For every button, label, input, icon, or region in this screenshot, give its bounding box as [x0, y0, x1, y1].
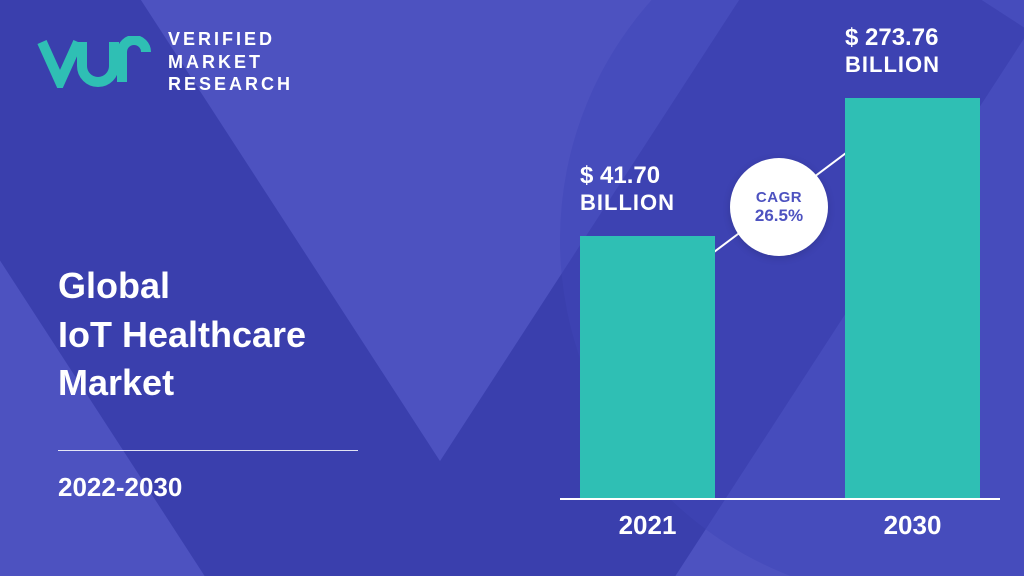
title-line1: Global	[58, 265, 170, 306]
bar-unit-2021: BILLION	[580, 190, 675, 215]
brand-name-line1: VERIFIED	[168, 29, 275, 49]
bar-amount-2021: $ 41.70	[580, 162, 675, 190]
bar-2030	[845, 98, 980, 498]
page-title: Global IoT Healthcare Market	[58, 262, 306, 408]
brand-name-line3: RESEARCH	[168, 74, 293, 94]
brand-name: VERIFIED MARKET RESEARCH	[168, 28, 293, 96]
bar-2021	[580, 236, 715, 498]
bar-value-label-2021: $ 41.70 BILLION	[580, 162, 675, 215]
chart-baseline	[560, 498, 1000, 500]
logo-mark-icon	[36, 36, 154, 88]
bar-year-label-2030: 2030	[845, 510, 980, 541]
title-line3: Market	[58, 362, 174, 403]
title-line2: IoT Healthcare	[58, 314, 306, 355]
title-block: Global IoT Healthcare Market	[58, 262, 306, 408]
cagr-badge: CAGR 26.5%	[730, 158, 828, 256]
bar-unit-2030: BILLION	[845, 52, 940, 77]
cagr-label: CAGR	[756, 189, 802, 206]
bar-amount-2030: $ 273.76	[845, 24, 940, 52]
brand-logo: VERIFIED MARKET RESEARCH	[36, 28, 293, 96]
bar-value-label-2030: $ 273.76 BILLION	[845, 24, 940, 77]
date-range-label: 2022-2030	[58, 472, 182, 503]
cagr-value: 26.5%	[755, 206, 803, 226]
brand-name-line2: MARKET	[168, 52, 263, 72]
bar-chart: $ 41.70 BILLION 2021 $ 273.76 BILLION 20…	[560, 0, 1000, 576]
bar-year-label-2021: 2021	[580, 510, 715, 541]
divider-line	[58, 450, 358, 451]
